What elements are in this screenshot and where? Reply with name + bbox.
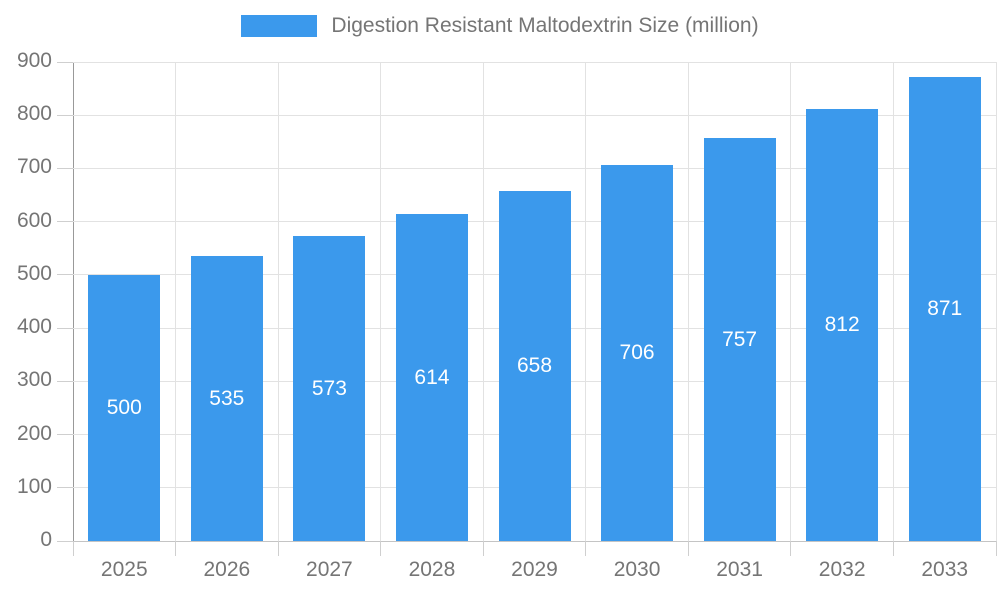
bar-2025[interactable]: 500 <box>88 275 161 541</box>
y-axis-tick <box>57 167 73 169</box>
x-axis-label: 2028 <box>408 558 456 581</box>
y-axis-tick <box>57 327 73 329</box>
x-axis-label: 2031 <box>716 558 763 581</box>
x-axis-label: 2030 <box>613 558 661 581</box>
h-gridline <box>73 61 996 63</box>
x-axis-label: 2032 <box>818 558 866 581</box>
bar-value-label: 658 <box>516 354 553 377</box>
bar-value-label: 871 <box>927 297 963 320</box>
v-gridline <box>277 62 279 541</box>
x-axis-tick <box>380 541 382 556</box>
x-axis-tick <box>175 541 177 556</box>
x-axis-label: 2029 <box>511 558 558 581</box>
bar-2027[interactable]: 573 <box>293 236 366 541</box>
bar-2026[interactable]: 535 <box>190 256 263 541</box>
x-axis-tick <box>892 541 894 556</box>
x-axis-tick <box>72 541 74 556</box>
legend-swatch <box>241 15 318 37</box>
y-axis-tick <box>57 434 73 436</box>
x-axis-tick <box>277 541 279 556</box>
v-gridline <box>380 62 382 541</box>
x-axis-label: 2027 <box>306 558 353 581</box>
x-axis-line <box>73 541 996 542</box>
y-axis-tick <box>57 380 73 382</box>
legend-label: Digestion Resistant Maltodextrin Size (m… <box>331 14 759 37</box>
v-gridline <box>585 62 587 541</box>
bar-value-label: 757 <box>722 327 758 351</box>
h-gridline <box>73 167 996 169</box>
x-axis-label: 2025 <box>100 558 148 581</box>
bar-2031[interactable]: 757 <box>703 138 776 541</box>
x-axis-label: 2026 <box>203 558 251 581</box>
y-axis-tick <box>57 487 73 489</box>
v-gridline <box>687 62 689 541</box>
h-gridline <box>73 114 996 116</box>
y-axis-line <box>73 62 74 541</box>
bar-2032[interactable]: 812 <box>806 109 879 541</box>
x-axis-tick <box>995 541 997 556</box>
bar-value-label: 614 <box>414 365 450 389</box>
x-axis-tick <box>482 541 484 556</box>
x-axis-tick <box>790 541 792 556</box>
bar-value-label: 812 <box>824 313 860 336</box>
bar-2029[interactable]: 658 <box>498 191 571 541</box>
bar-2028[interactable]: 614 <box>395 214 468 541</box>
y-axis-tick <box>57 61 73 63</box>
x-axis-tick <box>687 541 689 556</box>
y-axis-tick <box>57 274 73 276</box>
bar-value-label: 573 <box>311 376 347 400</box>
y-axis-tick <box>57 540 73 542</box>
y-axis-tick <box>57 221 73 223</box>
v-gridline <box>790 62 792 541</box>
x-axis-tick <box>585 541 587 556</box>
v-gridline <box>175 62 177 541</box>
bar-value-label: 500 <box>106 396 142 419</box>
v-gridline <box>995 62 997 541</box>
bar-2030[interactable]: 706 <box>601 165 674 541</box>
chart-legend[interactable]: Digestion Resistant Maltodextrin Size (m… <box>0 14 1000 38</box>
y-axis-tick <box>57 114 73 116</box>
x-axis-label: 2033 <box>921 558 969 581</box>
v-gridline <box>482 62 484 541</box>
plot-area: 500 535 573 614 658 706 757 812 871 <box>73 61 997 541</box>
bar-value-label: 706 <box>619 341 655 364</box>
bar-value-label: 535 <box>209 386 245 410</box>
v-gridline <box>892 62 894 541</box>
bar-2033[interactable]: 871 <box>908 77 981 541</box>
